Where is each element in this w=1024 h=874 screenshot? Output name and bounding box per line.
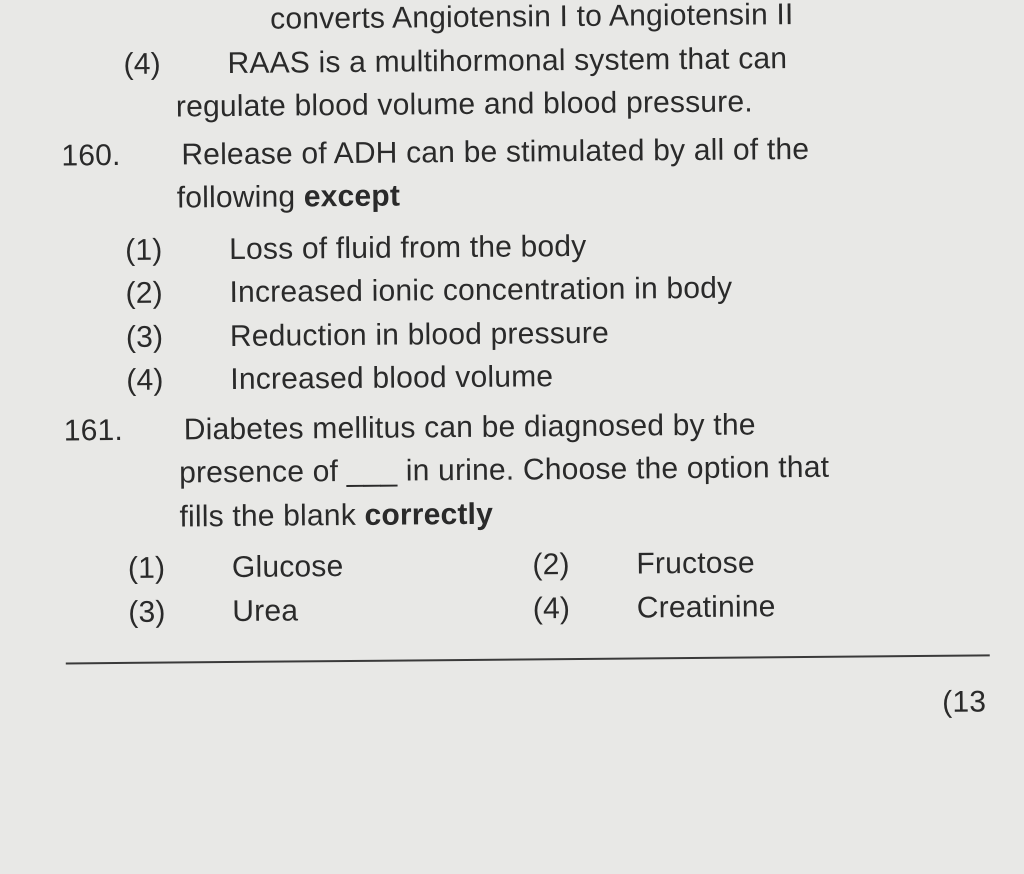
q160-option-1: (1)Loss of fluid from the body: [177, 221, 986, 272]
option-text: Creatinine: [637, 590, 776, 624]
q161-option-3: (3)Urea: [180, 586, 585, 633]
q160-option-4: (4)Increased blood volume: [178, 351, 987, 402]
question-161-line3: fills the blank correctly: [179, 488, 988, 539]
question-line3-prefix: fills the blank: [179, 498, 364, 533]
option-number: (2): [584, 542, 636, 586]
q161-options-row-1: (1)Glucose (2)Fructose: [180, 539, 989, 590]
option-text: Urea: [232, 594, 298, 628]
option-number: (4): [585, 586, 637, 630]
option-number: (1): [177, 228, 229, 272]
scanned-page: converts Angiotensin I to Angiotensin II…: [0, 0, 1024, 732]
option-text: Reduction in blood pressure: [230, 316, 609, 352]
question-line3-bold: correctly: [364, 497, 493, 531]
horizontal-rule: [66, 654, 990, 664]
option-number: (4): [178, 358, 230, 402]
q160-option-3: (3)Reduction in blood pressure: [178, 308, 987, 359]
option-text: Increased ionic concentration in body: [229, 272, 732, 309]
option-text-line2: regulate blood volume and blood pressure…: [176, 78, 985, 129]
q160-option-2: (2)Increased ionic concentration in body: [177, 264, 986, 315]
option-text-line1: RAAS is a multihormonal system that can: [227, 42, 787, 80]
q161-option-4: (4)Creatinine: [585, 583, 990, 630]
option-text: Increased blood volume: [230, 360, 553, 396]
question-line2-bold: except: [304, 180, 401, 214]
option-text: Glucose: [232, 550, 344, 584]
question-161-line2: presence of ___ in urine. Choose the opt…: [179, 444, 988, 495]
question-160-line2: following except: [177, 169, 986, 220]
option-text: Fructose: [636, 546, 755, 580]
question-number: 161.: [124, 408, 184, 452]
option-number: (1): [180, 546, 232, 590]
question-line1: Release of ADH can be stimulated by all …: [181, 132, 809, 170]
q161-option-1: (1)Glucose: [180, 543, 585, 590]
option-number: (3): [180, 589, 232, 633]
option-number: (4): [175, 42, 227, 86]
question-line1: Diabetes mellitus can be diagnosed by th…: [184, 408, 756, 446]
question-161: 161.Diabetes mellitus can be diagnosed b…: [124, 401, 988, 452]
question-number: 160.: [121, 133, 181, 177]
option-number: (2): [177, 271, 229, 315]
option-number: (3): [178, 315, 230, 359]
question-160: 160.Release of ADH can be stimulated by …: [121, 126, 985, 177]
q161-option-2: (2)Fructose: [584, 539, 989, 586]
option-text: Loss of fluid from the body: [229, 229, 587, 265]
question-line2-prefix: following: [177, 180, 304, 214]
page-number-fragment: (13: [66, 680, 990, 732]
prev-question-option-4: (4)RAAS is a multihormonal system that c…: [175, 35, 984, 86]
q161-options-row-2: (3)Urea (4)Creatinine: [180, 583, 989, 634]
